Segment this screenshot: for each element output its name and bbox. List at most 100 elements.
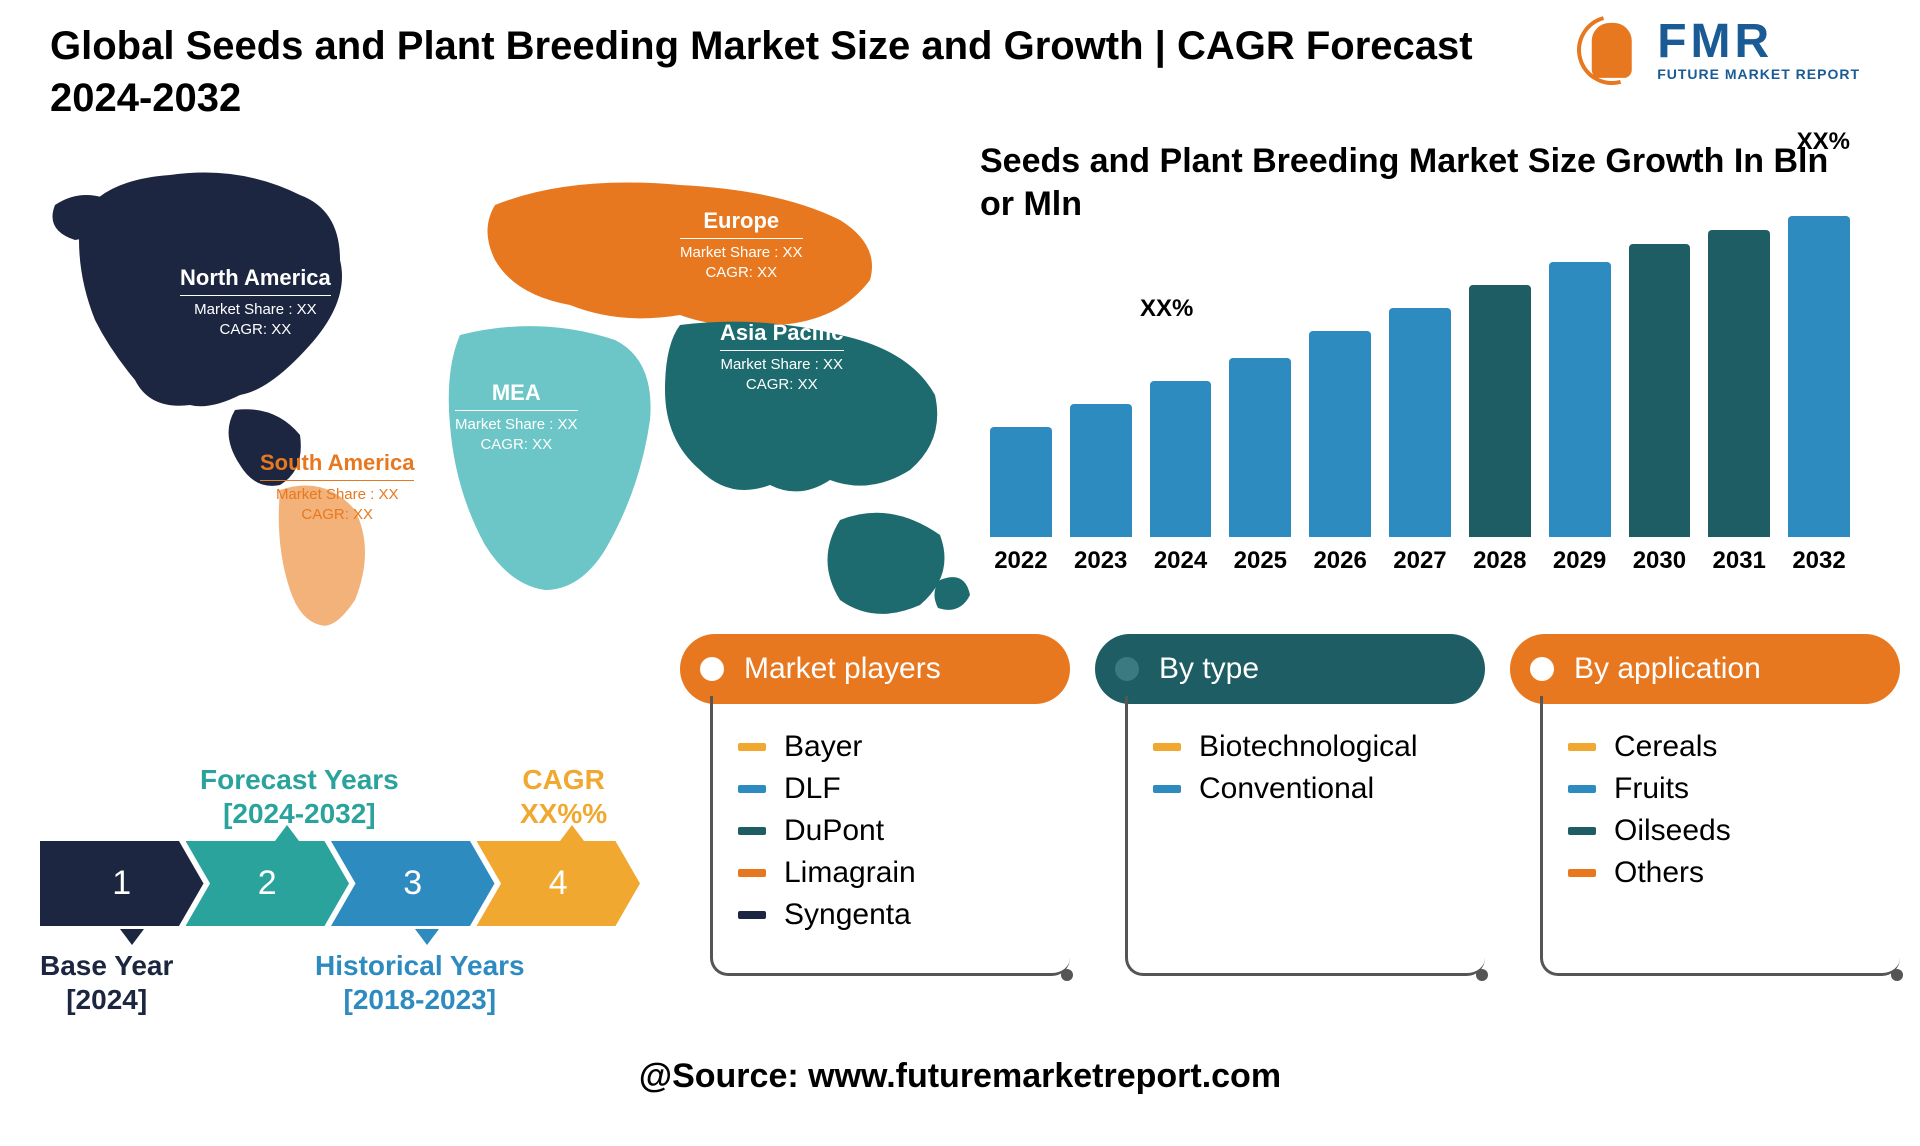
- bar-rect: [1070, 404, 1132, 537]
- world-map: North America Market Share : XX CAGR: XX…: [40, 150, 980, 630]
- bar-year-label: 2028: [1473, 547, 1526, 575]
- region-mea: [449, 326, 651, 590]
- bar-year-label: 2026: [1313, 547, 1366, 575]
- bar-chart: Seeds and Plant Breeding Market Size Gro…: [980, 140, 1860, 620]
- arrow-down-icon: [415, 929, 439, 945]
- arrow-down-icon: [120, 929, 144, 945]
- forecast-sub: [2024-2032]: [223, 798, 376, 829]
- list-item: Conventional: [1153, 768, 1465, 810]
- list-item: DLF: [738, 768, 1050, 810]
- bar-2022: 2022: [990, 427, 1052, 575]
- market-players-list: BayerDLFDuPontLimagrainSyngenta: [738, 726, 1050, 936]
- bullet-icon: [1568, 785, 1596, 793]
- list-item-label: DuPont: [784, 814, 884, 848]
- list-item: Others: [1568, 852, 1880, 894]
- bullet-icon: [1568, 743, 1596, 751]
- bar-rect: [1309, 331, 1371, 537]
- timeline: Forecast Years [2024-2032] CAGR XX%% 123…: [40, 791, 640, 976]
- market-players-body: BayerDLFDuPontLimagrainSyngenta: [710, 696, 1070, 976]
- annotation-2024: XX%: [1140, 295, 1193, 323]
- region-cagr: CAGR: XX: [260, 505, 414, 525]
- by-type-header: By type: [1095, 634, 1485, 704]
- arrow-up-icon: [275, 825, 299, 841]
- bar-rect: [990, 427, 1052, 537]
- chevron-3: 3: [331, 841, 495, 926]
- list-item-label: Conventional: [1199, 772, 1374, 806]
- bullet-icon: [1568, 827, 1596, 835]
- bullet-icon: [738, 869, 766, 877]
- label-north-america: North America Market Share : XX CAGR: XX: [180, 265, 331, 339]
- market-players-title: Market players: [744, 652, 941, 686]
- bar-rect: [1229, 358, 1291, 537]
- region-cagr: CAGR: XX: [455, 435, 578, 455]
- region-name: Asia Pacific: [720, 320, 844, 345]
- forecast-title: Forecast Years: [200, 764, 399, 795]
- bar-rect: [1150, 381, 1212, 537]
- list-item-label: Cereals: [1614, 730, 1717, 764]
- logo-subtitle: FUTURE MARKET REPORT: [1657, 66, 1860, 82]
- label-europe: Europe Market Share : XX CAGR: XX: [680, 208, 803, 282]
- bar-2025: 2025: [1229, 358, 1291, 575]
- market-players-section: Market players BayerDLFDuPontLimagrainSy…: [680, 634, 1070, 976]
- bar-year-label: 2027: [1393, 547, 1446, 575]
- bar-rect: [1469, 285, 1531, 537]
- list-item-label: Others: [1614, 856, 1704, 890]
- bar-2024: 2024: [1150, 381, 1212, 575]
- label-base-year: Base Year [2024]: [40, 949, 173, 1016]
- chevron-1: 1: [40, 841, 204, 926]
- bar-year-label: 2024: [1154, 547, 1207, 575]
- logo-silhouette: [1592, 23, 1632, 78]
- page-title: Global Seeds and Plant Breeding Market S…: [50, 20, 1660, 124]
- by-type-list: Biotechnological Conventional: [1153, 726, 1465, 810]
- market-players-header: Market players: [680, 634, 1070, 704]
- by-application-header: By application: [1510, 634, 1900, 704]
- bar-2030: 2030: [1629, 244, 1691, 575]
- cagr-sub: XX%%: [520, 798, 607, 829]
- label-asia-pacific: Asia Pacific Market Share : XX CAGR: XX: [720, 320, 844, 394]
- by-application-body: Cereals Fruits Oilseeds Others: [1540, 696, 1900, 976]
- pill-dot-icon: [1530, 657, 1554, 681]
- telescope-icon: [1564, 2, 1660, 98]
- logo-fmr-text: FMR: [1657, 18, 1860, 66]
- region-share: Market Share : XX: [720, 355, 844, 375]
- by-type-title: By type: [1159, 652, 1259, 686]
- list-item: DuPont: [738, 810, 1050, 852]
- by-application-section: By application Cereals Fruits Oilseeds Othe…: [1510, 634, 1900, 976]
- bullet-icon: [738, 911, 766, 919]
- bar-rect: [1549, 262, 1611, 537]
- source-attribution: @Source: www.futuremarketreport.com: [639, 1057, 1281, 1096]
- bar-year-label: 2031: [1713, 547, 1766, 575]
- bar-rect: [1389, 308, 1451, 537]
- bar-year-label: 2023: [1074, 547, 1127, 575]
- list-item-label: DLF: [784, 772, 841, 806]
- chevron-4: 4: [477, 841, 641, 926]
- bullet-icon: [738, 785, 766, 793]
- region-cagr: CAGR: XX: [720, 375, 844, 395]
- bar-2029: 2029: [1549, 262, 1611, 575]
- bar-year-label: 2030: [1633, 547, 1686, 575]
- list-item: Fruits: [1568, 768, 1880, 810]
- bar-2023: 2023: [1070, 404, 1132, 575]
- bar-2028: 2028: [1469, 285, 1531, 575]
- bar-2027: 2027: [1389, 308, 1451, 575]
- page-header: Global Seeds and Plant Breeding Market S…: [50, 20, 1660, 124]
- pill-dot-icon: [1115, 657, 1139, 681]
- label-historical-years: Historical Years [2018-2023]: [315, 949, 525, 1016]
- arrow-up-icon: [560, 825, 584, 841]
- annotation-2032: XX%: [1797, 128, 1850, 156]
- bar-2031: 2031: [1708, 230, 1770, 575]
- region-name: North America: [180, 265, 331, 290]
- bullet-icon: [1568, 869, 1596, 877]
- bullet-icon: [1153, 743, 1181, 751]
- list-item-label: Oilseeds: [1614, 814, 1731, 848]
- fmr-logo: FMR FUTURE MARKET REPORT: [1577, 15, 1860, 85]
- label-mea: MEA Market Share : XX CAGR: XX: [455, 380, 578, 454]
- region-cagr: CAGR: XX: [680, 263, 803, 283]
- list-item-label: Biotechnological: [1199, 730, 1417, 764]
- chevron-2: 2: [186, 841, 350, 926]
- base-sub: [2024]: [66, 984, 147, 1015]
- bullet-icon: [738, 743, 766, 751]
- list-item-label: Syngenta: [784, 898, 911, 932]
- region-name: Europe: [703, 208, 779, 233]
- list-item: Biotechnological: [1153, 726, 1465, 768]
